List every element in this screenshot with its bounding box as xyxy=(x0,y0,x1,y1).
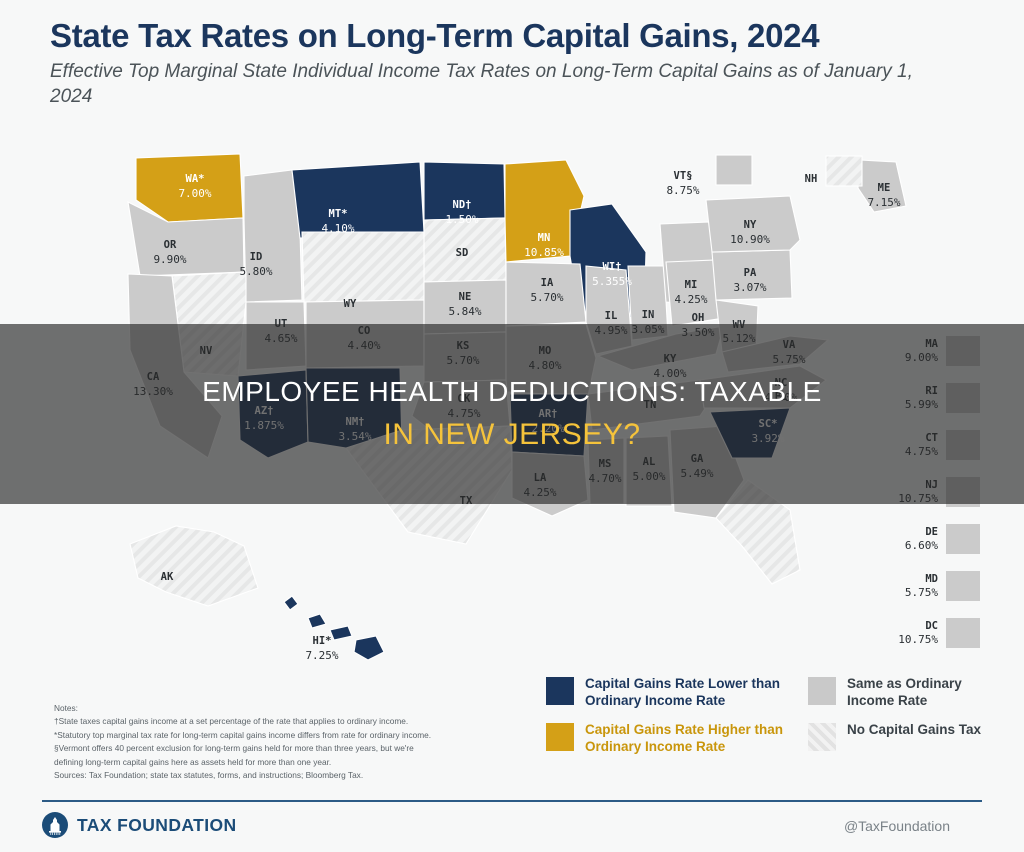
small-state-code: DE xyxy=(925,525,938,538)
svg-text:7.15%: 7.15% xyxy=(867,196,900,209)
svg-text:7.00%: 7.00% xyxy=(178,187,211,200)
state-VT-box xyxy=(715,154,753,186)
small-state-code: MD xyxy=(925,572,938,585)
legend-item-lower: Capital Gains Rate Lower than Ordinary I… xyxy=(546,676,801,710)
legend-swatch-navy xyxy=(546,677,574,705)
svg-text:ID: ID xyxy=(250,251,263,263)
page-subtitle: Effective Top Marginal State Individual … xyxy=(50,61,913,107)
svg-text:8.75%: 8.75% xyxy=(666,184,699,197)
legend-item-none: No Capital Gains Tax xyxy=(808,722,1008,751)
brand-logo[interactable]: TAX FOUNDATION xyxy=(42,812,237,838)
svg-text:HI*: HI* xyxy=(313,635,332,647)
svg-text:ND†: ND† xyxy=(453,199,472,211)
social-handle: @TaxFoundation xyxy=(843,818,950,834)
note-section-1: §Vermont offers 40 percent exclusion for… xyxy=(54,743,414,754)
note-sources: Sources: Tax Foundation; state tax statu… xyxy=(54,770,364,781)
svg-text:VT§: VT§ xyxy=(674,170,693,182)
overlay-headline-line1: EMPLOYEE HEALTH DEDUCTIONS: TAXABLE xyxy=(202,376,822,407)
header: State Tax Rates on Long-Term Capital Gai… xyxy=(50,17,990,110)
svg-text:AK: AK xyxy=(161,571,174,583)
state-ND xyxy=(423,161,506,221)
svg-text:5.70%: 5.70% xyxy=(530,291,563,304)
legend-label-lower-1: Capital Gains Rate Lower than xyxy=(585,676,781,691)
state-HI4 xyxy=(353,635,385,661)
brand-name: TAX FOUNDATION xyxy=(77,814,237,835)
svg-text:IA: IA xyxy=(541,277,554,289)
state-ID xyxy=(243,169,303,303)
svg-text:5.84%: 5.84% xyxy=(448,305,481,318)
svg-text:WA*: WA* xyxy=(186,173,205,185)
small-state-swatch xyxy=(946,618,980,648)
small-state-MD: MD 5.75% xyxy=(866,571,980,601)
svg-text:1.50%: 1.50% xyxy=(445,213,478,226)
svg-text:10.90%: 10.90% xyxy=(730,233,770,246)
svg-text:4.10%: 4.10% xyxy=(321,222,354,235)
small-state-DC: DC 10.75% xyxy=(866,618,980,648)
legend-label-none-1: No Capital Gains Tax xyxy=(847,721,982,737)
svg-text:4.25%: 4.25% xyxy=(674,293,707,306)
legend-item-same: Same as Ordinary Income Rate xyxy=(808,676,1008,710)
svg-text:MI: MI xyxy=(685,279,698,291)
svg-text:MT*: MT* xyxy=(329,208,348,220)
svg-text:5.355%: 5.355% xyxy=(592,275,632,288)
small-state-code: DC xyxy=(925,619,938,632)
legend-swatch-hatch xyxy=(808,722,836,751)
small-state-swatch xyxy=(946,524,980,554)
svg-text:WY: WY xyxy=(344,298,357,310)
page-title: State Tax Rates on Long-Term Capital Gai… xyxy=(50,17,820,54)
legend-item-higher: Capital Gains Rate Higher than Ordinary … xyxy=(546,722,801,756)
overlay-banner: EMPLOYEE HEALTH DEDUCTIONS: TAXABLE IN N… xyxy=(0,324,1024,504)
svg-text:IN: IN xyxy=(642,309,655,321)
small-state-value: 10.75% xyxy=(898,632,938,646)
svg-text:10.85%: 10.85% xyxy=(524,246,564,259)
state-HI2 xyxy=(307,613,327,629)
footer: TAX FOUNDATION @TaxFoundation xyxy=(42,808,982,848)
svg-text:OR: OR xyxy=(164,239,177,251)
notes-block: Notes: †State taxes capital gains income… xyxy=(54,702,554,783)
svg-text:5.80%: 5.80% xyxy=(239,265,272,278)
legend-label-higher-2: Ordinary Income Rate xyxy=(585,738,726,754)
svg-text:MN: MN xyxy=(538,232,551,244)
state-NH-box xyxy=(825,155,863,187)
state-AK xyxy=(129,525,259,607)
svg-text:NY: NY xyxy=(744,219,757,231)
overlay-headline-line2: IN NEW JERSEY? xyxy=(383,418,641,451)
svg-text:WI†: WI† xyxy=(603,261,622,273)
svg-text:IL: IL xyxy=(605,310,618,322)
legend-swatch-gray xyxy=(808,677,836,705)
legend-swatch-gold xyxy=(546,722,574,751)
state-MT xyxy=(291,161,425,239)
state-WY xyxy=(301,231,425,303)
svg-text:PA: PA xyxy=(744,267,757,279)
svg-text:OH: OH xyxy=(692,312,705,324)
legend-label-same-2: Income Rate xyxy=(847,692,928,708)
svg-text:NE: NE xyxy=(459,291,472,303)
note-asterisk: *Statutory top marginal tax rate for lon… xyxy=(54,729,432,740)
small-state-value: 6.60% xyxy=(904,538,938,552)
state-NY xyxy=(705,195,801,253)
legend-label-lower-2: Ordinary Income Rate xyxy=(585,692,726,708)
footer-divider xyxy=(42,800,982,802)
small-state-swatch xyxy=(946,571,980,601)
svg-text:7.25%: 7.25% xyxy=(305,649,338,662)
svg-text:SD: SD xyxy=(456,247,469,259)
legend-label-higher-1: Capital Gains Rate Higher than xyxy=(585,721,784,737)
svg-text:NH: NH xyxy=(805,173,818,185)
state-HI xyxy=(283,595,299,611)
notes-heading: Notes: xyxy=(54,703,78,713)
state-OR xyxy=(127,201,245,277)
capitol-dome-icon xyxy=(42,812,68,838)
small-state-DE: DE 6.60% xyxy=(866,524,980,554)
svg-text:3.07%: 3.07% xyxy=(733,281,766,294)
svg-text:9.90%: 9.90% xyxy=(153,253,186,266)
note-section-2: defining long-term capital gains here as… xyxy=(54,756,332,767)
legend-label-same-1: Same as Ordinary xyxy=(847,676,962,691)
small-state-value: 5.75% xyxy=(904,585,938,599)
svg-text:ME: ME xyxy=(878,182,891,194)
state-HI3 xyxy=(329,625,353,641)
note-dagger: †State taxes capital gains income at a s… xyxy=(54,716,409,727)
